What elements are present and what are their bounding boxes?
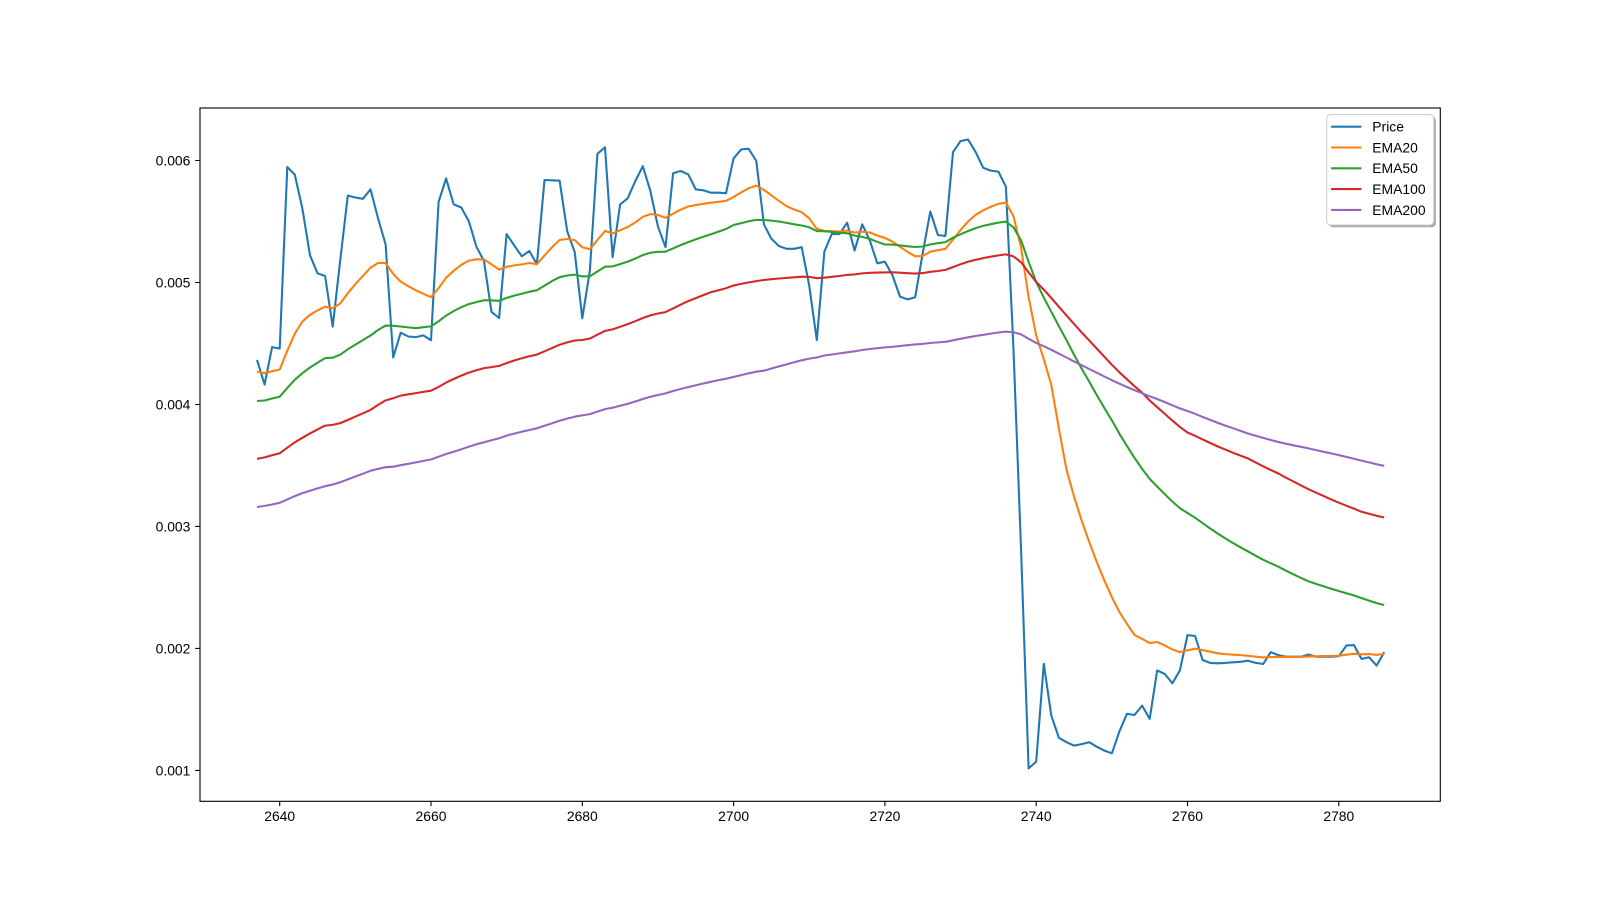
svg-text:2640: 2640 bbox=[264, 808, 295, 824]
svg-text:0.003: 0.003 bbox=[156, 518, 191, 534]
svg-text:2760: 2760 bbox=[1172, 808, 1203, 824]
svg-text:0.006: 0.006 bbox=[156, 152, 191, 168]
svg-text:2740: 2740 bbox=[1021, 808, 1052, 824]
svg-text:Price: Price bbox=[1372, 119, 1404, 135]
svg-text:0.004: 0.004 bbox=[156, 396, 191, 412]
svg-text:2720: 2720 bbox=[869, 808, 900, 824]
svg-text:EMA200: EMA200 bbox=[1372, 202, 1426, 218]
svg-text:0.005: 0.005 bbox=[156, 274, 191, 290]
svg-text:EMA50: EMA50 bbox=[1372, 160, 1418, 176]
svg-text:2780: 2780 bbox=[1323, 808, 1354, 824]
svg-text:2700: 2700 bbox=[718, 808, 749, 824]
svg-text:2680: 2680 bbox=[567, 808, 598, 824]
svg-text:0.002: 0.002 bbox=[156, 640, 191, 656]
svg-text:0.001: 0.001 bbox=[156, 762, 191, 778]
svg-text:2660: 2660 bbox=[416, 808, 447, 824]
svg-text:EMA20: EMA20 bbox=[1372, 139, 1418, 155]
svg-text:EMA100: EMA100 bbox=[1372, 181, 1426, 197]
